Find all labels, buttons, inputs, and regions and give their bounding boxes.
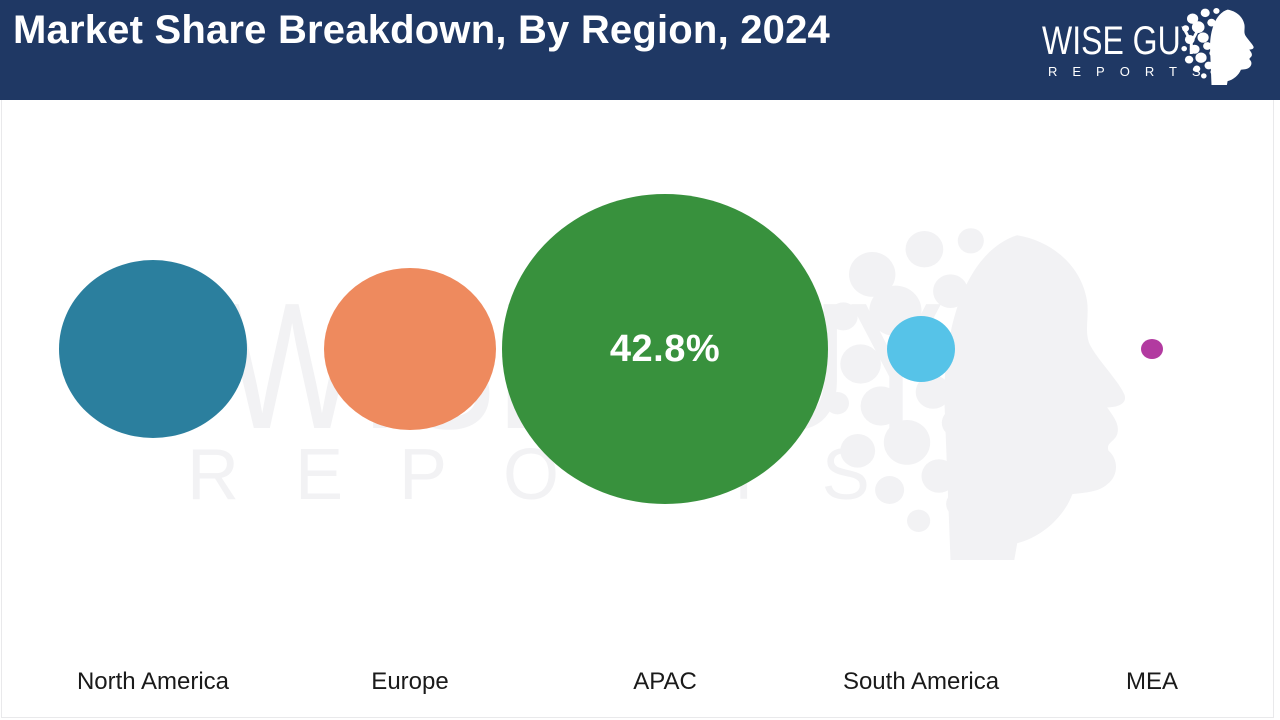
bubble-north-america — [59, 260, 247, 438]
category-label-mea: MEA — [1125, 668, 1179, 695]
brand-head-icon — [1181, 7, 1254, 85]
brand-name: WISE GUY — [1042, 19, 1203, 63]
bubble-apac: 42.8% — [502, 194, 828, 504]
brand-logo: WISE GUY REPORTS — [1024, 4, 1264, 96]
bubble-europe — [324, 268, 496, 430]
header-bar: Market Share Breakdown, By Region, 2024 … — [0, 0, 1280, 100]
bubble-value-label-apac: 42.8% — [609, 327, 721, 370]
brand-subtitle: REPORTS — [1048, 64, 1216, 79]
bubble-south-america — [887, 316, 955, 382]
category-label-apac: APAC — [633, 668, 697, 695]
bubble-mea — [1141, 339, 1163, 359]
page-title: Market Share Breakdown, By Region, 2024 — [13, 8, 830, 52]
bubble-chart: WISE GUY REPORTS North AmericaEurope42.8… — [0, 100, 1280, 720]
category-label-south-america: South America — [842, 668, 1000, 695]
watermark-head-icon — [825, 228, 1126, 560]
category-label-north-america: North America — [76, 668, 230, 695]
category-label-europe: Europe — [371, 668, 449, 695]
